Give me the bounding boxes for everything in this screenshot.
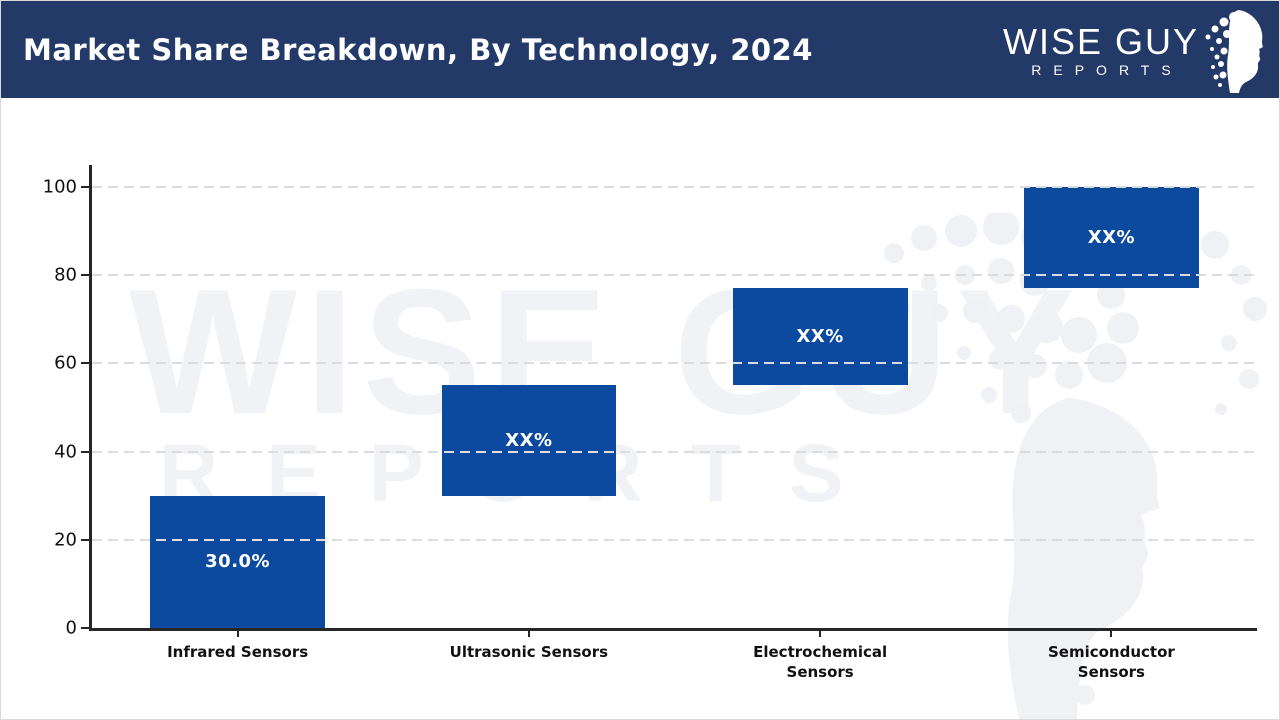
bar-value-label: XX% [505, 430, 553, 452]
x-category-label: Infrared Sensors [167, 643, 309, 661]
y-tick-label: 100 [42, 176, 77, 198]
bar-value-label: 30.0% [205, 551, 271, 573]
gridline-60 [92, 362, 1257, 365]
gridline-100 [92, 186, 1257, 189]
y-tick-80 [81, 274, 89, 277]
logo-text: WISE GUY REPORTS [1003, 22, 1199, 79]
bar-2: XX% [732, 288, 908, 386]
x-tick-0 [236, 628, 239, 637]
x-tick-3 [1110, 628, 1113, 637]
plot-area: 30.0% Infrared Sensors XX% Ultrasonic Senso… [43, 165, 1257, 681]
y-tick-label: 0 [65, 617, 77, 639]
y-tick-label: 40 [54, 441, 77, 463]
bar-3: XX% [1024, 187, 1199, 289]
y-tick-label: 60 [54, 352, 77, 374]
y-tick-0 [81, 627, 89, 629]
x-category-label: Electrochemical Sensors [753, 643, 888, 681]
bar-1: XX% [441, 385, 617, 496]
wiseguy-head-icon [1205, 10, 1263, 93]
y-tick-100 [81, 186, 89, 189]
logo-subtitle: REPORTS [1031, 62, 1183, 79]
x-category-label: Semiconductor Sensors [1047, 643, 1175, 681]
y-tick-60 [81, 362, 89, 365]
gridline-80 [92, 274, 1257, 277]
y-tick-label: 20 [54, 529, 77, 551]
wiseguy-logo: WISE GUY REPORTS [1003, 7, 1267, 93]
x-category-label: Ultrasonic Sensors [449, 643, 609, 661]
page-title: Market Share Breakdown, By Technology, 2… [23, 32, 813, 67]
y-tick-20 [81, 538, 89, 541]
x-tick-1 [527, 628, 530, 637]
y-tick-label: 80 [54, 264, 77, 286]
logo-wordmark: WISE GUY [1002, 20, 1199, 62]
bar-value-label: XX% [1087, 227, 1136, 249]
y-tick-40 [81, 450, 89, 453]
bar-value-label: XX% [796, 326, 844, 348]
gridline-40 [92, 450, 1257, 453]
bar-0: 30.0% [150, 495, 325, 628]
header: Market Share Breakdown, By Technology, 2… [1, 1, 1279, 98]
x-tick-2 [819, 628, 822, 637]
gridline-20 [92, 538, 1257, 541]
